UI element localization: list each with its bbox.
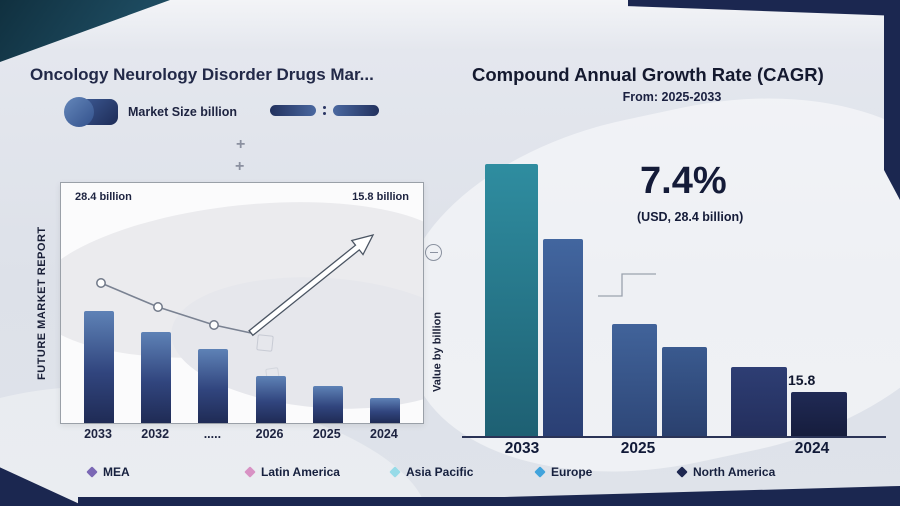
- left-x-label: 2026: [255, 427, 284, 441]
- legend-label: MEA: [103, 465, 130, 479]
- trend-line-and-growth-arrow: [96, 234, 375, 337]
- cagr-chart-bars: [470, 164, 880, 436]
- right-x-label: 2033: [504, 440, 540, 457]
- market-size-icon-circle: [64, 97, 94, 127]
- legend-item-mea: MEA: [86, 465, 130, 479]
- cagr-period-subtitle: From: 2025-2033: [622, 90, 722, 104]
- cagr-chart-baseline: [462, 436, 886, 438]
- legend-item-asia-pacific: Asia Pacific: [389, 465, 474, 479]
- legend-label: Europe: [551, 465, 593, 479]
- market-size-bar-2026: [255, 376, 286, 423]
- market-size-legend-label: Market Size billion: [128, 105, 238, 119]
- corner-decoration-top-left: [0, 0, 170, 62]
- legend-marker-icon: [389, 466, 401, 478]
- cagr-bar-2024-2: [791, 392, 847, 436]
- legend-marker-icon: [244, 466, 256, 478]
- left-x-label: 2032: [141, 427, 170, 441]
- legend-label: Asia Pacific: [406, 465, 474, 479]
- left-x-label: 2024: [370, 427, 398, 441]
- market-size-bar-2025: [312, 386, 343, 423]
- market-size-bars: [61, 311, 423, 423]
- legend-pill: [270, 105, 316, 116]
- legend-marker-icon: [676, 466, 688, 478]
- plus-icon: +: [236, 136, 246, 153]
- legend-marker-icon: [86, 466, 98, 478]
- left-x-label: .....: [203, 427, 222, 441]
- market-size-legend: Market Size billion: [64, 96, 237, 128]
- cagr-bar-2024-1: [731, 367, 787, 436]
- edge-decoration-right: [884, 0, 900, 200]
- legend-pill: [333, 105, 379, 116]
- legend-label: North America: [693, 465, 776, 479]
- left-x-label: 2033: [84, 427, 112, 441]
- cagr-bar-2033-1: [485, 164, 538, 436]
- right-chart-title: Compound Annual Growth Rate (CAGR): [472, 64, 824, 86]
- step-line-decoration: [598, 273, 656, 297]
- cagr-percentage: 7.4%: [640, 160, 727, 202]
- left-x-axis-labels: 2033 2032..... 2026 2025 2024: [60, 427, 422, 441]
- annotation-2024-value: 15.8 billion: [352, 191, 409, 203]
- market-size-chart: 28.4 billion 15.8 billion: [60, 182, 424, 424]
- edge-decoration-bottom-right: [468, 486, 900, 506]
- market-size-bar-2024: [369, 398, 400, 423]
- cagr-bar-2025-2: [662, 347, 707, 436]
- left-x-label: 2025: [312, 427, 341, 441]
- cagr-bar-2025-1: [612, 324, 657, 436]
- market-size-bar-2032: [141, 332, 172, 423]
- legend-label: Latin America: [261, 465, 340, 479]
- right-x-label: 2024: [794, 440, 830, 457]
- left-chart-title: Oncology Neurology Disorder Drugs Mar...: [30, 65, 374, 85]
- legend-item-europe: Europe: [534, 465, 593, 479]
- right-x-label: 2025: [620, 440, 656, 457]
- corner-decoration-top-right: [628, 0, 900, 16]
- plus-icon: +: [235, 158, 245, 175]
- market-size-bar-.....: [198, 349, 229, 423]
- cagr-caption: (USD, 28.4 billion): [637, 210, 744, 224]
- legend-item-north-america: North America: [676, 465, 776, 479]
- pill-separator-icon: [323, 106, 326, 115]
- legend-marker-icon: [534, 466, 546, 478]
- market-size-icon: [64, 97, 118, 127]
- right-y-axis-label: Value by billion: [431, 311, 444, 393]
- left-y-axis-label: FUTURE MARKET REPORT: [36, 226, 48, 380]
- value-label-15-8: 15.8: [788, 372, 816, 388]
- legend-item-latin-america: Latin America: [244, 465, 340, 479]
- annotation-2033-value: 28.4 billion: [75, 191, 132, 203]
- circle-minus-icon: [425, 244, 442, 261]
- legend-pills: [270, 105, 379, 116]
- market-size-bar-2033: [84, 311, 114, 423]
- right-x-axis-labels: 2033 2025 2024: [470, 440, 880, 460]
- cagr-bar-2033-2: [543, 239, 583, 436]
- region-legend: MEA Latin America Asia Pacific Europe North …: [0, 465, 900, 483]
